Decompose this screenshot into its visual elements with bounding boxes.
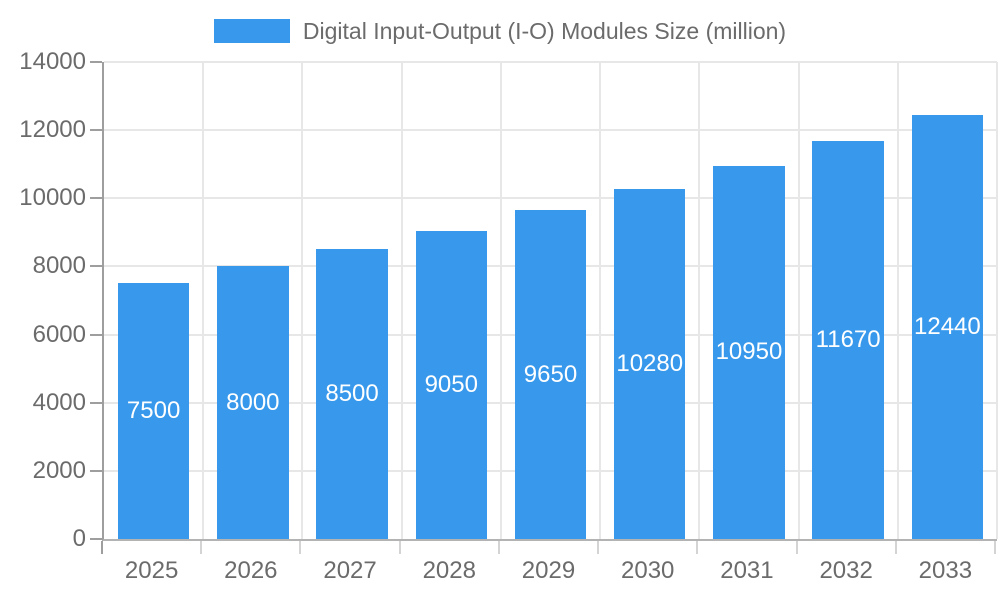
bar-value-label: 8000 [226,388,280,416]
v-gridline [499,62,502,539]
x-tick [597,541,600,554]
v-gridline [797,62,800,539]
x-tick-label: 2032 [819,557,873,584]
v-gridline [896,62,899,539]
x-tick [696,541,699,554]
bar-value-label: 10950 [715,338,783,366]
bar-value-label: 8500 [325,380,379,408]
bar-value-label: 7500 [126,397,181,425]
bar: 11670 [812,141,884,539]
h-gridline [104,61,997,63]
y-tick-label: 4000 [32,388,86,416]
bar-value-label: 9650 [523,360,578,388]
y-tick [90,129,102,132]
x-tick-label: 2025 [124,557,179,584]
x-tick [398,541,401,554]
bar: 7500 [117,283,190,539]
y-tick-label: 2000 [32,456,86,484]
y-tick [90,333,102,336]
v-gridline [698,62,701,539]
bar: 10950 [713,165,785,539]
legend: Digital Input-Output (I-O) Modules Size … [0,17,1000,45]
bar-value-label: 12440 [914,313,981,341]
x-tick-label: 2028 [422,557,476,584]
bar: 8000 [217,266,289,539]
y-tick [90,538,102,540]
x-tick [795,541,798,554]
x-tick [299,541,302,554]
v-gridline [400,62,403,539]
v-gridline [202,62,205,539]
v-gridline [301,62,304,539]
bar: 10280 [614,188,686,539]
x-tick [200,541,203,554]
v-gridline [599,62,602,539]
x-tick-label: 2026 [224,557,278,584]
y-tick-label: 0 [72,525,86,552]
h-gridline [104,129,997,132]
x-tick-label: 2029 [521,557,576,584]
x-tick-label: 2030 [621,557,675,584]
x-tick-label: 2031 [720,557,774,584]
y-tick [90,469,102,472]
y-tick [90,401,102,404]
bar-value-label: 11670 [815,326,881,354]
plot-area: 7500 8000 8500 9050 9650 10280 10950 11670 12440 [102,61,998,541]
h-gridline [104,197,997,200]
x-tick [994,541,996,554]
bars: 7500 8000 8500 9050 9650 10280 10950 11670 12440 [104,62,997,539]
x-tick [497,541,500,554]
x-tick-label: 2033 [918,557,973,584]
y-tick-label: 14000 [19,48,86,75]
y-tick-label: 12000 [19,116,86,144]
x-tick [894,541,897,554]
bar: 9050 [415,230,487,539]
bar: 12440 [911,115,984,539]
y-tick-label: 10000 [19,184,86,212]
bar-value-label: 10280 [616,349,684,377]
y-tick [90,265,102,268]
bar: 8500 [316,249,388,539]
legend-label: Digital Input-Output (I-O) Modules Size … [302,17,787,44]
legend-swatch [213,19,290,43]
y-tick [90,61,102,63]
v-gridline [996,62,998,539]
y-tick-label: 8000 [32,252,86,280]
bar: 9650 [514,210,587,539]
y-axis-extension-tick [101,541,103,554]
y-tick-label: 6000 [32,320,86,348]
x-tick-label: 2027 [323,557,377,584]
y-tick [90,197,102,200]
bar-value-label: 9050 [424,370,478,398]
